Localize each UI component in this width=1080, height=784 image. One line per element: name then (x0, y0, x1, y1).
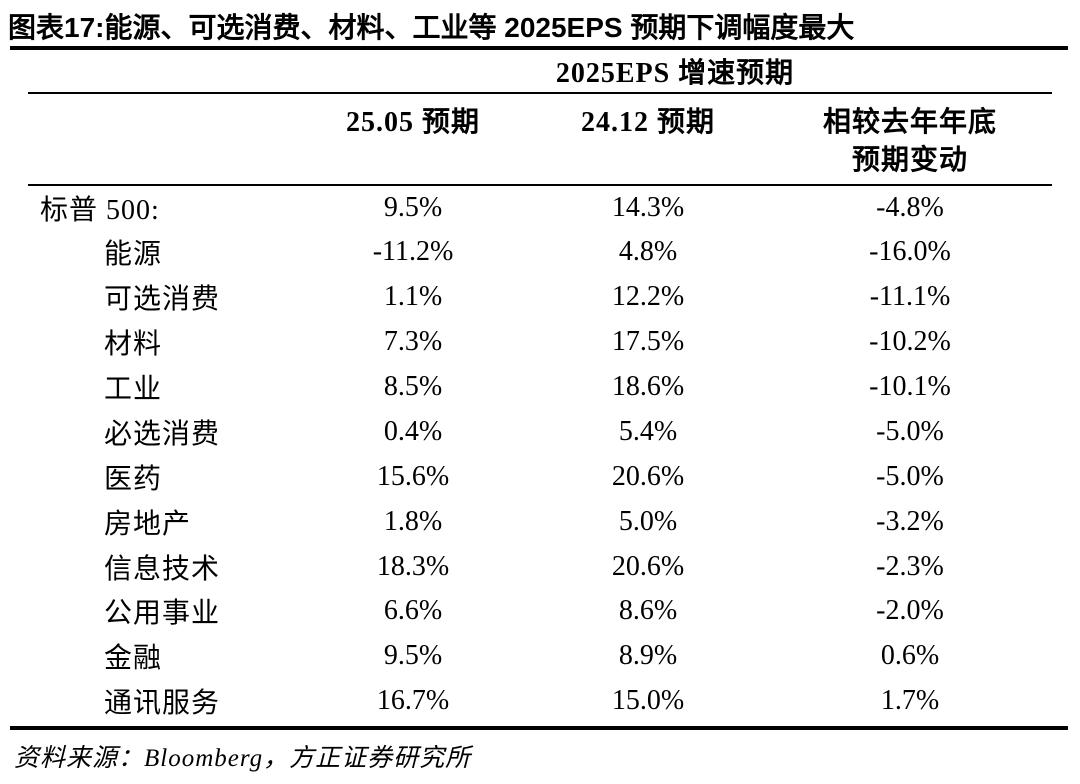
top-rule (10, 46, 1068, 50)
table-row: 必选消费 0.4% 5.4% -5.0% (28, 409, 1052, 454)
row-label: 金融 (104, 643, 163, 675)
cell-value: 5.4% (618, 415, 678, 447)
table-row: 工业 8.5% 18.6% -10.1% (28, 365, 1052, 410)
cell-value: -2.0% (876, 595, 944, 627)
row-label: 医药 (104, 463, 163, 495)
cell-value: -16.0% (869, 236, 951, 268)
row-label: 必选消费 (104, 418, 221, 450)
cell-value: -4.8% (876, 191, 944, 223)
table-row: 可选消费 1.1% 12.2% -11.1% (28, 275, 1052, 320)
cell-value: -5.0% (876, 460, 944, 492)
span-header-row: 2025EPS 增速预期 (28, 50, 1052, 94)
column-header-row: 25.05 预期 24.12 预期 相较去年年底 预期变动 (28, 93, 1052, 186)
table-row: 医药 15.6% 20.6% -5.0% (28, 454, 1052, 499)
row-label: 工业 (104, 374, 163, 405)
cell-value: 20.6% (611, 460, 685, 492)
cell-value: 12.2% (611, 281, 685, 313)
cell-value: 18.6% (611, 371, 685, 402)
cell-value: -5.0% (876, 415, 944, 447)
table-row: 材料 7.3% 17.5% -10.2% (28, 320, 1052, 365)
cell-value: -10.1% (869, 371, 951, 402)
column-header-2412: 24.12 预期 (528, 93, 768, 186)
cell-value: 4.8% (618, 236, 678, 268)
cell-value: 20.6% (611, 550, 685, 582)
cell-value: 9.5% (383, 640, 443, 672)
column-header-change: 相较去年年底 预期变动 (768, 93, 1052, 186)
cell-value: -10.2% (869, 326, 951, 358)
row-label: 通讯服务 (104, 688, 221, 720)
cell-value: 5.0% (618, 505, 678, 537)
source-note: 资料来源：Bloomberg，方正证券研究所 (14, 745, 472, 772)
column-header-change-line2: 预期变动 (851, 145, 968, 176)
cell-value: 17.5% (611, 326, 685, 358)
row-label: 标普 500: (40, 194, 160, 226)
cell-value: 14.3% (611, 191, 685, 223)
cell-value: -2.3% (876, 550, 944, 582)
cell-value: 0.6% (880, 640, 940, 672)
row-label: 房地产 (104, 508, 192, 540)
bottom-rule (10, 726, 1068, 730)
cell-value: -3.2% (876, 505, 944, 537)
table-row: 通讯服务 16.7% 15.0% 1.7% (28, 679, 1052, 724)
row-label: 公用事业 (104, 598, 221, 630)
cell-value: -11.1% (869, 281, 951, 313)
cell-value: 0.4% (383, 415, 443, 447)
cell-value: 8.6% (618, 595, 678, 627)
cell-value: 8.9% (618, 640, 678, 672)
table-row: 金融 9.5% 8.9% 0.6% (28, 634, 1052, 679)
cell-value: 18.3% (376, 550, 450, 582)
cell-value: 6.6% (383, 595, 443, 627)
span-header: 2025EPS 增速预期 (298, 50, 1052, 94)
row-label: 信息技术 (104, 553, 221, 585)
eps-table: 2025EPS 增速预期 25.05 预期 24.12 预期 相较去年年底 预期… (28, 50, 1052, 724)
cell-value: 1.1% (383, 281, 443, 313)
row-label: 可选消费 (104, 284, 221, 316)
cell-value: 8.5% (383, 371, 443, 402)
cell-value: 15.6% (376, 460, 450, 492)
table-row: 标普 500: 9.5% 14.3% -4.8% (28, 185, 1052, 230)
column-header-2505: 25.05 预期 (298, 93, 528, 186)
cell-value: 1.8% (383, 505, 443, 537)
span-header-spacer (28, 50, 298, 94)
column-header-empty (28, 93, 298, 186)
table-row: 能源 -11.2% 4.8% -16.0% (28, 230, 1052, 275)
cell-value: 15.0% (611, 685, 685, 717)
table-row: 房地产 1.8% 5.0% -3.2% (28, 499, 1052, 544)
row-label: 材料 (104, 329, 163, 361)
cell-value: 9.5% (383, 191, 443, 223)
column-header-change-line1: 相较去年年底 (822, 107, 997, 138)
cell-value: 16.7% (376, 685, 450, 717)
table-row: 公用事业 6.6% 8.6% -2.0% (28, 589, 1052, 634)
cell-value: 1.7% (880, 685, 940, 717)
table-row: 信息技术 18.3% 20.6% -2.3% (28, 544, 1052, 589)
cell-value: -11.2% (372, 236, 454, 268)
row-label: 能源 (104, 239, 163, 271)
table-body: 标普 500: 9.5% 14.3% -4.8% 能源 -11.2% 4.8% -16.0% 可… (28, 185, 1052, 724)
figure-title: 图表17:能源、可选消费、材料、工业等 2025EPS 预期下调幅度最大 (8, 12, 855, 43)
cell-value: 7.3% (383, 326, 443, 358)
